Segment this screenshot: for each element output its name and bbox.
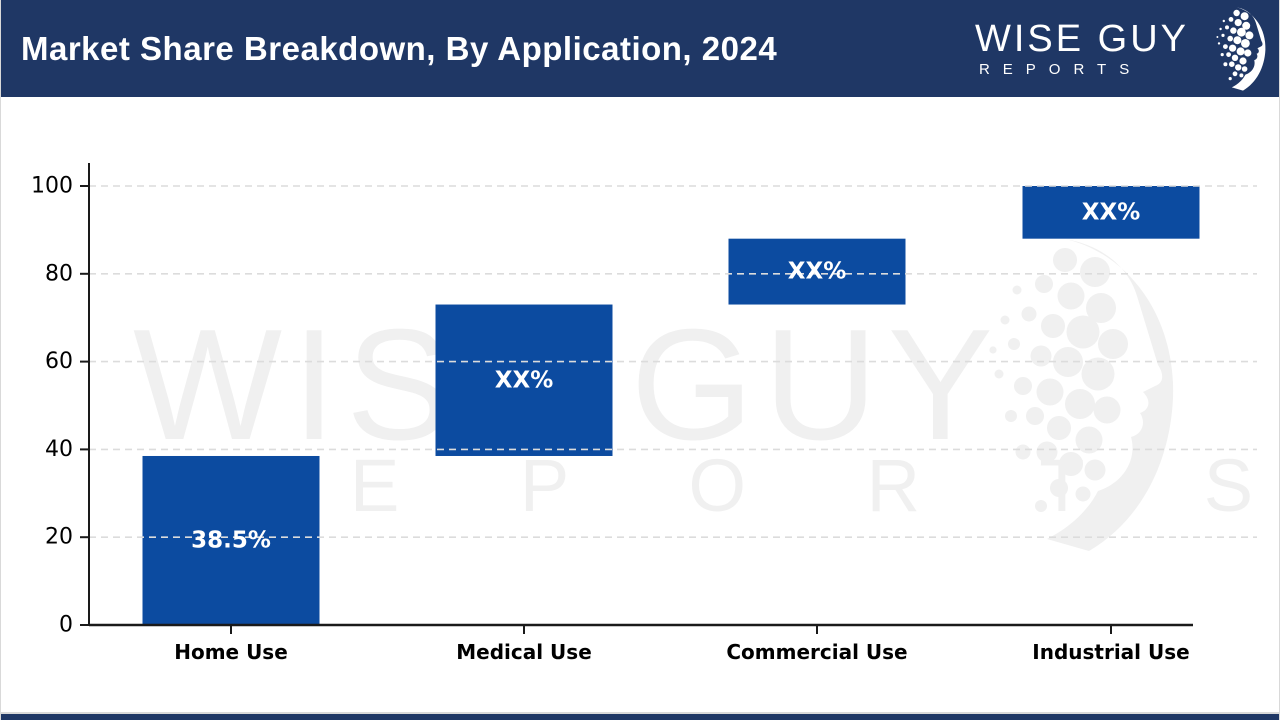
x-category-label: Industrial Use [1032, 640, 1189, 664]
x-category-label: Commercial Use [726, 640, 907, 664]
bar-label: XX% [1082, 199, 1141, 225]
header: Market Share Breakdown, By Application, … [1, 0, 1279, 97]
logo-wordmark: WISE GUY [974, 18, 1189, 60]
bar-label: XX% [788, 259, 847, 285]
bar-commercial-use [728, 238, 906, 305]
y-tick-label-60: 60 [45, 349, 73, 374]
footer-bar [1, 712, 1279, 720]
y-tick-label-20: 20 [45, 525, 73, 550]
logo-text: WISE GUY REPORTS [975, 19, 1189, 78]
y-tick-label-100: 100 [31, 174, 73, 199]
y-tick-label-0: 0 [59, 613, 73, 638]
logo-subtext: REPORTS [978, 61, 1143, 78]
logo-head-icon [1216, 6, 1266, 91]
bar-home-use [142, 455, 320, 625]
x-category-label: Home Use [174, 640, 288, 664]
y-tick-label-40: 40 [45, 437, 73, 462]
bar-industrial-use [1022, 186, 1200, 239]
x-category-label: Medical Use [456, 640, 592, 664]
bar-label: XX% [495, 367, 554, 393]
wise-guy-logo: WISE GUY REPORTS [975, 6, 1269, 91]
bar-label: 38.5% [191, 527, 271, 553]
page-title: Market Share Breakdown, By Application, … [21, 29, 778, 67]
bar-medical-use [435, 304, 613, 456]
y-tick-label-80: 80 [45, 261, 73, 286]
